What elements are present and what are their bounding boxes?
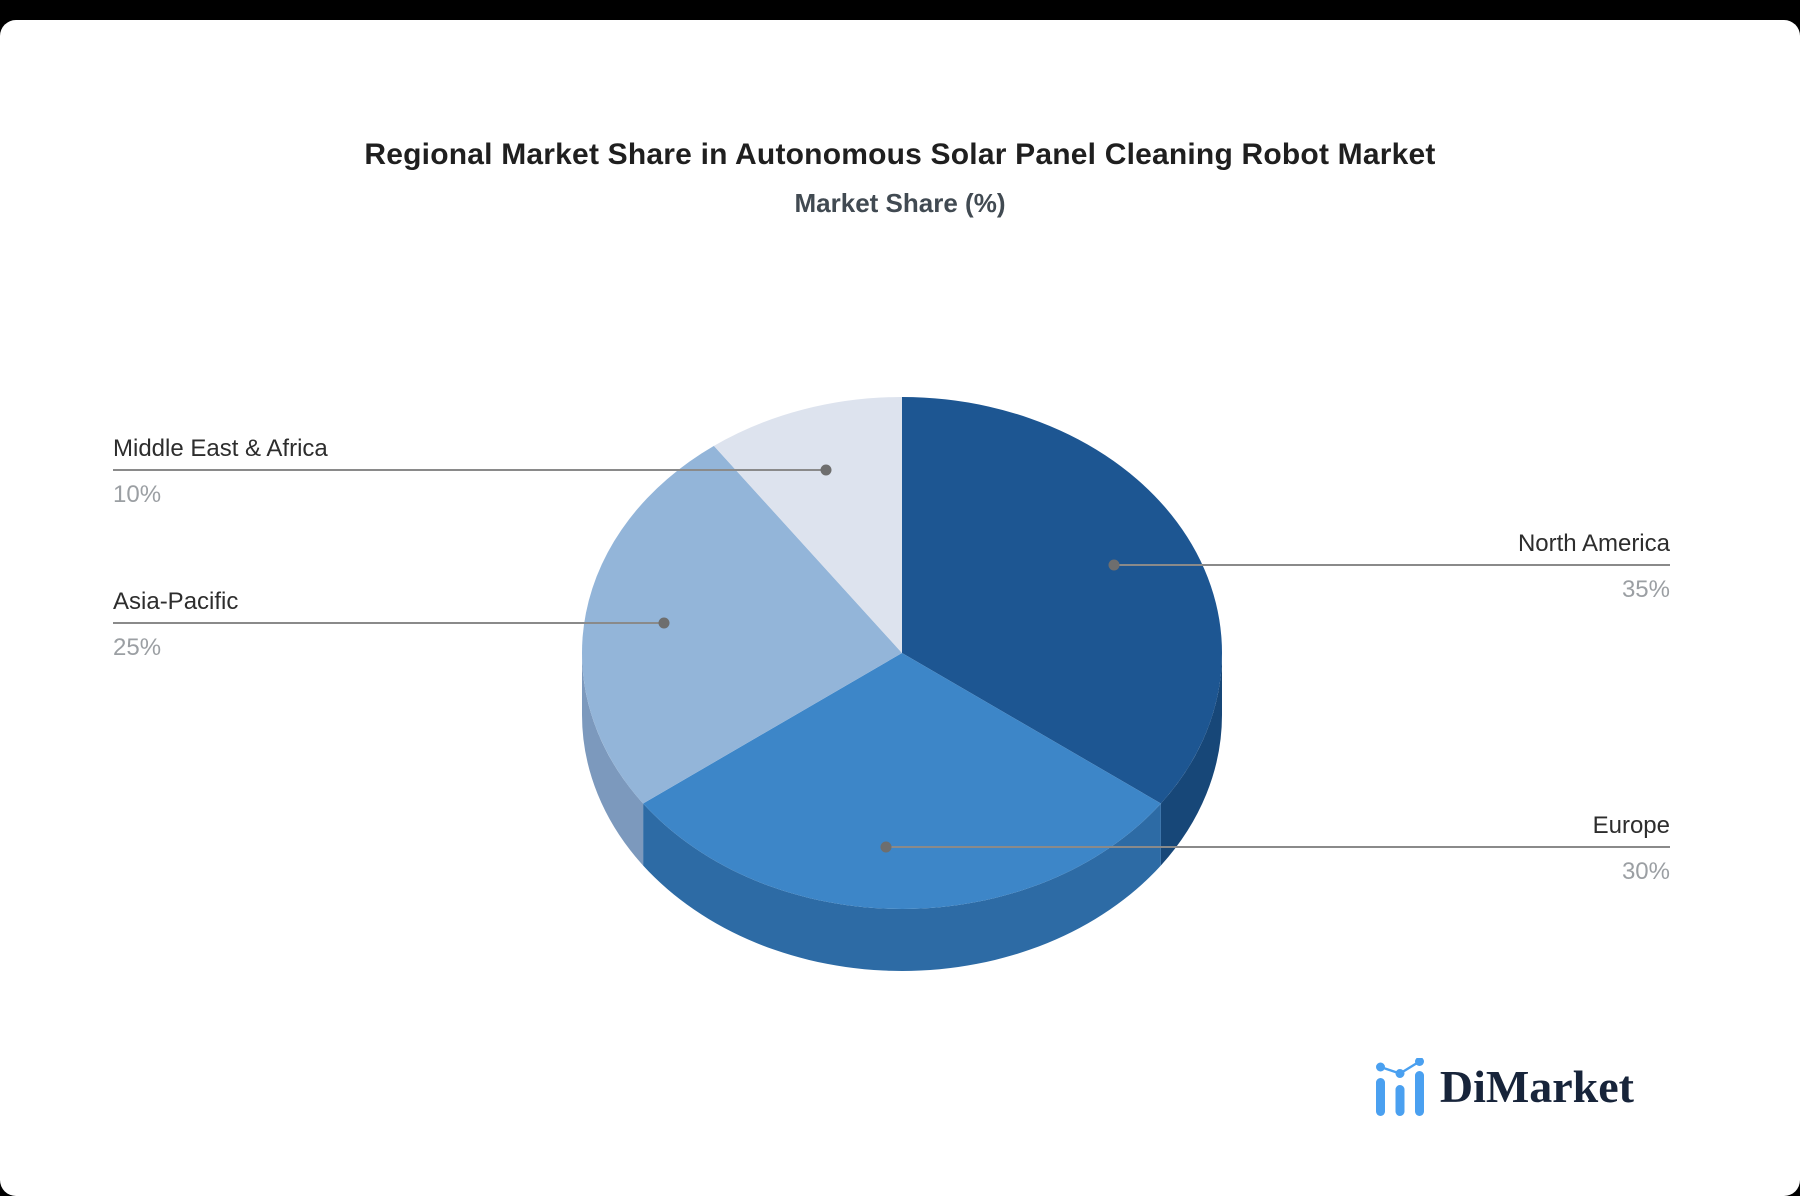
slice-value: 35% [1621, 576, 1670, 603]
report-page: Regional Market Share in Autonomous Sola… [0, 20, 1800, 1196]
chart-subtitle: Market Share (%) [794, 188, 1006, 218]
leader-dot-middle-east-africa [820, 464, 832, 476]
pie-slice-asia-pacific[interactable] [581, 445, 902, 804]
pie-slice-side-europe [643, 803, 1161, 972]
slice-label: Asia-Pacific [113, 588, 239, 615]
leader-dot-north-america [1108, 559, 1120, 571]
slice-value: 30% [1621, 858, 1670, 885]
leader-dot-europe [880, 841, 892, 853]
pie-slice-middle-east-africa[interactable] [713, 397, 902, 653]
slice-label: Europe [1592, 812, 1670, 839]
pie-slice-europe[interactable] [643, 653, 1161, 910]
slice-label: Middle East & Africa [113, 435, 328, 462]
brand-name: DiMarket [1439, 1061, 1634, 1112]
chart-title: Regional Market Share in Autonomous Sola… [364, 138, 1436, 171]
brand-logo: DiMarket [1375, 1058, 1634, 1116]
slice-value: 25% [113, 634, 162, 661]
bar-chart-logo-icon [1375, 1058, 1424, 1116]
pie-chart [113, 397, 1670, 972]
slice-label: North America [1517, 530, 1670, 557]
pie-slice-side-asia-pacific [582, 653, 644, 866]
leader-dot-asia-pacific [658, 617, 670, 629]
slice-value: 10% [113, 481, 162, 508]
pie-slice-north-america[interactable] [902, 397, 1223, 804]
pie-slice-side-north-america [1160, 653, 1222, 866]
